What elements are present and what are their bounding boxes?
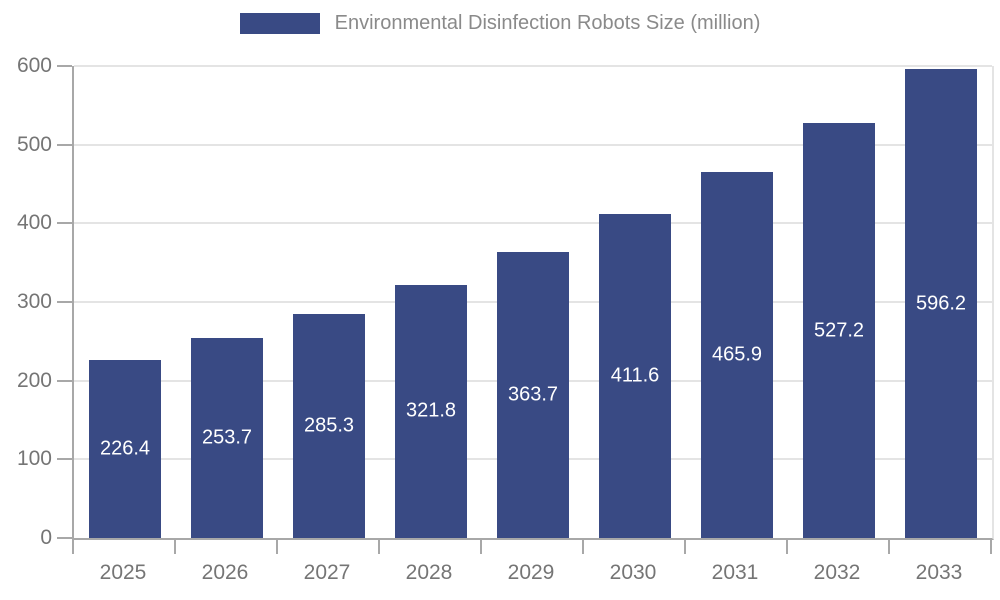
x-tick-label: 2032: [813, 561, 861, 584]
y-tick-label: 300: [16, 290, 52, 313]
y-tick-label: 500: [16, 132, 52, 156]
gridline: [74, 222, 992, 225]
x-axis-tick: [684, 538, 686, 554]
x-axis-tick: [990, 538, 992, 554]
x-tick-label: 2033: [915, 561, 963, 584]
bar-value-label: 226.4: [99, 437, 151, 460]
x-axis-tick: [174, 538, 176, 554]
gridline: [74, 65, 992, 67]
bar-value-label: 363.7: [507, 383, 559, 406]
y-axis-tick: [57, 379, 72, 382]
bar-value-label: 285.3: [303, 414, 355, 437]
bar-2030: 411.6: [599, 214, 671, 538]
y-axis-tick: [57, 65, 72, 67]
x-axis-tick: [480, 538, 482, 554]
legend-swatch: [239, 12, 320, 34]
gridline: [74, 143, 992, 146]
x-tick-label: 2027: [303, 561, 351, 584]
bar-2026: 253.7: [191, 338, 263, 538]
bar-2027: 285.3: [293, 313, 365, 538]
y-tick-label: 100: [16, 447, 52, 471]
bar-value-label: 321.8: [405, 399, 457, 422]
x-tick-label: 2026: [201, 561, 249, 584]
y-tick-label: 600: [16, 54, 52, 77]
bar-2025: 226.4: [89, 359, 161, 538]
x-tick-label: 2029: [507, 561, 555, 584]
x-tick-label: 2030: [609, 561, 657, 584]
legend-label: Environmental Disinfection Robots Size (…: [334, 11, 761, 34]
y-axis-tick: [57, 301, 72, 303]
x-axis-tick: [72, 538, 74, 554]
y-axis-tick: [57, 143, 72, 146]
x-tick-label: 2025: [99, 561, 147, 584]
bar-2029: 363.7: [497, 251, 569, 538]
x-tick-label: 2028: [405, 561, 453, 584]
bar-value-label: 527.2: [813, 319, 865, 342]
legend: Environmental Disinfection Robots Size (…: [0, 0, 1000, 46]
x-axis-tick: [888, 538, 890, 554]
bar-value-label: 596.2: [915, 292, 967, 314]
bar-2031: 465.9: [701, 171, 773, 538]
bar-2032: 527.2: [803, 123, 875, 538]
plot-area: 226.4 253.7 285.3 321.8 363.7 411.6 465.9 527.2…: [72, 65, 994, 540]
x-axis-tick: [786, 538, 788, 554]
x-axis-tick: [582, 538, 584, 554]
y-axis-tick: [57, 537, 72, 539]
bar-value-label: 253.7: [201, 426, 253, 449]
y-axis-tick: [57, 458, 72, 461]
y-tick-label: 400: [16, 211, 52, 235]
y-tick-label: 200: [16, 368, 52, 392]
x-tick-label: 2031: [711, 561, 759, 584]
bar-2028: 321.8: [395, 284, 467, 538]
x-axis-tick: [378, 538, 380, 554]
y-axis-tick: [57, 222, 72, 225]
bar-value-label: 411.6: [610, 364, 660, 387]
x-axis-tick: [276, 538, 278, 554]
bar-2033: 596.2: [905, 69, 977, 538]
y-tick-label: 0: [40, 526, 52, 549]
bar-value-label: 465.9: [711, 343, 763, 366]
